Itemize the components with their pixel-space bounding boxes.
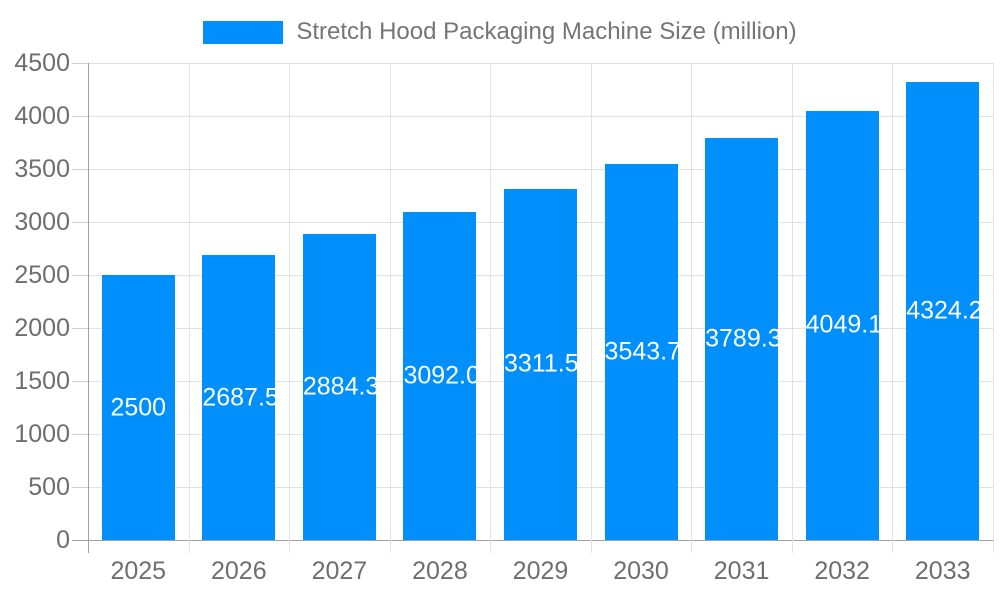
x-axis-tick-label: 2033: [914, 557, 971, 585]
x-axis-tick-label: 2028: [412, 557, 468, 585]
y-axis-tick-label: 500: [28, 473, 70, 501]
gridline-horizontal: [88, 116, 993, 117]
y-axis-line: [88, 63, 89, 553]
bar-value-label: 2884.38: [302, 372, 376, 401]
bar[interactable]: 3092.03: [403, 212, 477, 540]
x-axis-tick-label: 2030: [613, 557, 669, 585]
bar-value-label: 2500: [110, 393, 167, 421]
gridline-vertical: [289, 63, 291, 553]
y-axis-tick: [72, 434, 88, 435]
bar[interactable]: 3789.34: [705, 138, 779, 540]
plot-area: 2500 2687.5 2884.38 3092.03 3311.58 3543.75 37…: [72, 63, 994, 553]
bar-value-label: 3092.03: [403, 361, 477, 390]
bar-value-label: 4049.19: [805, 310, 879, 339]
bar[interactable]: 2884.38: [302, 234, 376, 540]
bar[interactable]: 4049.19: [805, 110, 879, 540]
bar[interactable]: 4324.23: [906, 81, 980, 540]
x-axis-line: [72, 540, 993, 541]
x-axis-tick-label: 2032: [814, 557, 870, 585]
legend-label: Stretch Hood Packaging Machine Size (mil…: [296, 18, 797, 45]
y-axis-tick: [72, 169, 88, 170]
y-axis-tick: [72, 487, 88, 488]
gridline-horizontal: [88, 169, 993, 170]
gridline-vertical: [590, 63, 592, 553]
gridline-vertical: [188, 63, 190, 553]
y-axis-tick: [72, 275, 88, 276]
gridline-vertical: [791, 63, 793, 553]
y-axis-tick: [72, 328, 88, 329]
y-axis-tick-label: 1000: [14, 420, 70, 448]
bar-value-label: 3311.58: [504, 349, 577, 378]
x-axis-tick-label: 2026: [211, 557, 267, 585]
y-axis-tick: [72, 381, 88, 382]
bar[interactable]: 2687.5: [202, 255, 276, 540]
bar[interactable]: 2500: [101, 275, 175, 540]
y-axis-tick-label: 2500: [14, 261, 70, 289]
y-axis-tick-label: 2000: [14, 314, 70, 342]
bar-value-label: 3543.75: [604, 337, 678, 366]
gridline-vertical: [691, 63, 693, 553]
y-axis-tick-label: 3500: [14, 155, 70, 183]
legend[interactable]: Stretch Hood Packaging Machine Size (mil…: [0, 18, 1000, 46]
x-axis-tick-label: 2029: [512, 557, 569, 585]
y-axis-tick-label: 3000: [14, 208, 70, 236]
x-axis-tick-label: 2025: [110, 557, 167, 585]
y-axis-tick: [72, 116, 88, 117]
gridline-vertical: [892, 63, 894, 553]
y-axis-tick-label: 0: [56, 526, 70, 554]
bar-value-label: 3789.34: [705, 324, 779, 353]
gridline-vertical: [490, 63, 492, 553]
gridline-vertical: [389, 63, 391, 553]
y-axis-tick-label: 1500: [14, 367, 70, 395]
x-axis-tick-label: 2027: [311, 557, 368, 585]
y-axis-tick-label: 4000: [14, 102, 70, 130]
bar-value-label: 4324.23: [906, 296, 980, 325]
gridline-horizontal: [88, 63, 993, 64]
x-axis-tick-label: 2031: [713, 557, 770, 585]
bar[interactable]: 3311.58: [504, 188, 577, 540]
legend-swatch: [203, 20, 284, 44]
y-axis-tick: [72, 222, 88, 223]
bar-value-label: 2687.5: [202, 383, 276, 412]
bar[interactable]: 3543.75: [604, 164, 678, 540]
y-axis-tick: [72, 63, 88, 64]
gridline-vertical: [993, 63, 994, 553]
y-axis-tick-label: 4500: [14, 49, 70, 77]
